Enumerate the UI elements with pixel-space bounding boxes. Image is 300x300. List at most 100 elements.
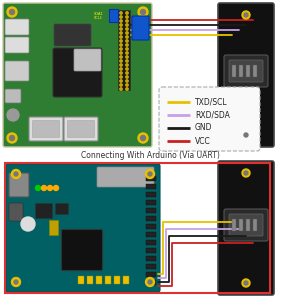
Bar bbox=[146, 176, 156, 181]
Circle shape bbox=[244, 171, 248, 175]
Bar bbox=[87, 276, 93, 284]
Bar bbox=[146, 192, 156, 197]
Circle shape bbox=[126, 24, 128, 26]
Text: VCC: VCC bbox=[195, 136, 211, 146]
Circle shape bbox=[242, 131, 250, 139]
Circle shape bbox=[148, 280, 152, 284]
FancyBboxPatch shape bbox=[97, 167, 154, 187]
Bar bbox=[232, 219, 236, 231]
FancyBboxPatch shape bbox=[3, 3, 152, 147]
Circle shape bbox=[126, 20, 128, 22]
FancyBboxPatch shape bbox=[54, 24, 91, 46]
Circle shape bbox=[126, 80, 128, 82]
Text: TXD/SCL: TXD/SCL bbox=[195, 98, 228, 106]
Circle shape bbox=[120, 76, 122, 78]
Bar bbox=[146, 224, 156, 229]
Circle shape bbox=[244, 133, 248, 137]
Bar bbox=[253, 65, 257, 77]
FancyBboxPatch shape bbox=[224, 55, 268, 87]
Circle shape bbox=[126, 84, 128, 86]
Bar bbox=[118, 10, 130, 90]
FancyBboxPatch shape bbox=[9, 173, 29, 197]
Bar bbox=[246, 65, 250, 77]
Bar bbox=[146, 272, 156, 277]
Bar bbox=[114, 276, 120, 284]
Circle shape bbox=[14, 172, 18, 176]
FancyBboxPatch shape bbox=[5, 61, 29, 81]
Circle shape bbox=[120, 80, 122, 82]
FancyBboxPatch shape bbox=[32, 121, 59, 137]
Bar bbox=[232, 65, 236, 77]
Circle shape bbox=[120, 16, 122, 18]
Circle shape bbox=[10, 10, 14, 14]
Circle shape bbox=[35, 185, 40, 190]
Circle shape bbox=[140, 10, 146, 14]
Circle shape bbox=[120, 12, 122, 14]
Bar bbox=[146, 280, 156, 285]
Text: SDA1: SDA1 bbox=[93, 12, 103, 16]
Text: Connecting With Arduino (Via UART): Connecting With Arduino (Via UART) bbox=[81, 152, 219, 160]
Circle shape bbox=[120, 64, 122, 66]
Circle shape bbox=[14, 280, 18, 284]
Circle shape bbox=[126, 56, 128, 58]
Circle shape bbox=[126, 44, 128, 46]
Bar bbox=[239, 65, 243, 77]
Circle shape bbox=[126, 52, 128, 54]
FancyBboxPatch shape bbox=[5, 37, 29, 53]
Circle shape bbox=[244, 13, 248, 17]
Circle shape bbox=[138, 133, 148, 143]
Circle shape bbox=[7, 7, 17, 17]
Text: SCL1: SCL1 bbox=[94, 16, 103, 20]
FancyBboxPatch shape bbox=[64, 117, 98, 141]
Circle shape bbox=[126, 36, 128, 38]
Circle shape bbox=[120, 40, 122, 42]
Bar bbox=[146, 256, 156, 261]
Bar bbox=[146, 240, 156, 245]
Bar bbox=[146, 184, 156, 189]
FancyBboxPatch shape bbox=[53, 48, 102, 97]
Circle shape bbox=[126, 48, 128, 50]
Circle shape bbox=[126, 72, 128, 74]
Circle shape bbox=[7, 133, 17, 143]
FancyBboxPatch shape bbox=[110, 10, 118, 22]
Circle shape bbox=[120, 36, 122, 38]
Text: RXD/SDA: RXD/SDA bbox=[195, 110, 230, 119]
FancyBboxPatch shape bbox=[35, 203, 52, 218]
Bar bbox=[78, 276, 84, 284]
Circle shape bbox=[242, 11, 250, 19]
Circle shape bbox=[120, 84, 122, 86]
Bar bbox=[253, 219, 257, 231]
FancyBboxPatch shape bbox=[132, 16, 149, 40]
FancyBboxPatch shape bbox=[159, 87, 260, 151]
Circle shape bbox=[244, 281, 248, 285]
Circle shape bbox=[120, 24, 122, 26]
Circle shape bbox=[242, 279, 250, 287]
FancyBboxPatch shape bbox=[218, 161, 274, 295]
Bar bbox=[239, 219, 243, 231]
Circle shape bbox=[126, 16, 128, 18]
Circle shape bbox=[146, 278, 154, 286]
Circle shape bbox=[126, 32, 128, 34]
FancyBboxPatch shape bbox=[218, 3, 274, 147]
Circle shape bbox=[21, 217, 35, 231]
Bar bbox=[5, 163, 270, 293]
Circle shape bbox=[148, 172, 152, 176]
Circle shape bbox=[120, 28, 122, 30]
Bar bbox=[96, 276, 102, 284]
Circle shape bbox=[126, 76, 128, 78]
Text: GND: GND bbox=[195, 124, 212, 133]
FancyBboxPatch shape bbox=[5, 19, 29, 35]
Circle shape bbox=[126, 12, 128, 14]
Circle shape bbox=[47, 185, 52, 190]
FancyBboxPatch shape bbox=[5, 89, 21, 103]
Circle shape bbox=[11, 169, 20, 178]
Circle shape bbox=[120, 72, 122, 74]
Circle shape bbox=[126, 88, 128, 90]
Bar bbox=[146, 208, 156, 213]
Circle shape bbox=[146, 169, 154, 178]
Circle shape bbox=[242, 169, 250, 177]
FancyBboxPatch shape bbox=[29, 117, 63, 141]
Bar bbox=[246, 219, 250, 231]
Circle shape bbox=[120, 60, 122, 62]
FancyBboxPatch shape bbox=[9, 203, 23, 221]
